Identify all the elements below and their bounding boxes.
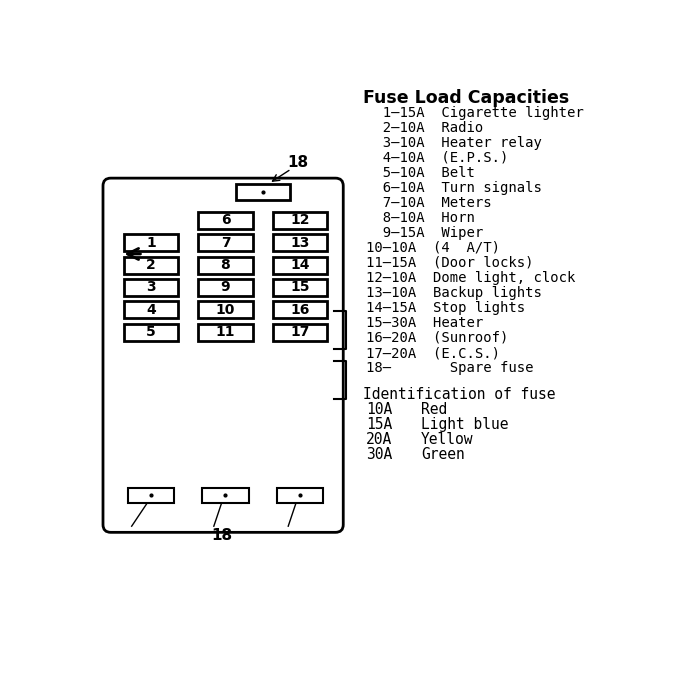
Bar — [273, 324, 327, 341]
Text: 9: 9 — [220, 281, 230, 295]
Bar — [198, 324, 253, 341]
Text: 18: 18 — [211, 528, 232, 543]
Text: 15–30A  Heater: 15–30A Heater — [365, 316, 483, 330]
Text: 5–10A  Belt: 5–10A Belt — [365, 166, 475, 180]
Text: 8–10A  Horn: 8–10A Horn — [365, 211, 475, 225]
Bar — [198, 212, 253, 229]
Bar — [124, 235, 178, 251]
Text: 10–10A  (4  A/T): 10–10A (4 A/T) — [365, 241, 500, 255]
Bar — [273, 301, 327, 318]
Bar — [198, 279, 253, 296]
Text: 9–15A  Wiper: 9–15A Wiper — [365, 226, 483, 240]
Text: Green: Green — [421, 448, 465, 462]
Text: 14–15A  Stop lights: 14–15A Stop lights — [365, 301, 525, 315]
Bar — [124, 257, 178, 274]
Text: 6–10A  Turn signals: 6–10A Turn signals — [365, 181, 542, 195]
Text: 1: 1 — [146, 236, 156, 250]
Text: 3: 3 — [146, 281, 156, 295]
Bar — [273, 212, 327, 229]
Text: 11: 11 — [216, 325, 235, 339]
Text: 7: 7 — [220, 236, 230, 250]
Text: Light blue: Light blue — [421, 417, 508, 432]
Text: 10A: 10A — [365, 402, 392, 417]
Bar — [198, 257, 253, 274]
Text: Fuse Load Capacities: Fuse Load Capacities — [363, 89, 569, 107]
Bar — [128, 487, 174, 503]
Text: 6: 6 — [220, 214, 230, 228]
Text: 30A: 30A — [365, 448, 392, 462]
Text: 14: 14 — [290, 258, 309, 272]
Text: 2–10A  Radio: 2–10A Radio — [365, 121, 483, 135]
Bar — [273, 235, 327, 251]
Text: 16: 16 — [290, 303, 309, 317]
Text: 7–10A  Meters: 7–10A Meters — [365, 196, 491, 210]
Text: 4: 4 — [146, 303, 156, 317]
Text: 8: 8 — [220, 258, 230, 272]
Text: 15: 15 — [290, 281, 309, 295]
Text: 2: 2 — [146, 258, 156, 272]
Text: Red: Red — [421, 402, 447, 417]
Text: 18: 18 — [287, 155, 308, 170]
Bar — [198, 301, 253, 318]
Bar — [202, 487, 248, 503]
Bar — [273, 257, 327, 274]
Text: 18–       Spare fuse: 18– Spare fuse — [365, 361, 533, 375]
Bar — [124, 279, 178, 296]
Text: 13: 13 — [290, 236, 309, 250]
Text: 1–15A  Cigarette lighter: 1–15A Cigarette lighter — [365, 105, 584, 120]
Text: 17–20A  (E.C.S.): 17–20A (E.C.S.) — [365, 346, 500, 360]
FancyBboxPatch shape — [103, 178, 343, 532]
Text: 12: 12 — [290, 214, 309, 228]
Text: 17: 17 — [290, 325, 309, 339]
Text: 11–15A  (Door locks): 11–15A (Door locks) — [365, 256, 533, 270]
Bar — [124, 301, 178, 318]
Bar — [273, 279, 327, 296]
Text: 5: 5 — [146, 325, 156, 339]
Text: Identification of fuse: Identification of fuse — [363, 387, 555, 402]
Text: Yellow: Yellow — [421, 432, 473, 448]
Text: 10: 10 — [216, 303, 235, 317]
Text: 4–10A  (E.P.S.): 4–10A (E.P.S.) — [365, 151, 508, 165]
Bar — [276, 487, 323, 503]
Text: 15A: 15A — [365, 417, 392, 432]
Bar — [198, 235, 253, 251]
Text: 12–10A  Dome light, clock: 12–10A Dome light, clock — [365, 271, 575, 285]
Text: 13–10A  Backup lights: 13–10A Backup lights — [365, 286, 542, 300]
Text: 16–20A  (Sunroof): 16–20A (Sunroof) — [365, 331, 508, 345]
Bar — [124, 324, 178, 341]
Text: 3–10A  Heater relay: 3–10A Heater relay — [365, 136, 542, 150]
Bar — [235, 183, 290, 201]
Text: 20A: 20A — [365, 432, 392, 448]
